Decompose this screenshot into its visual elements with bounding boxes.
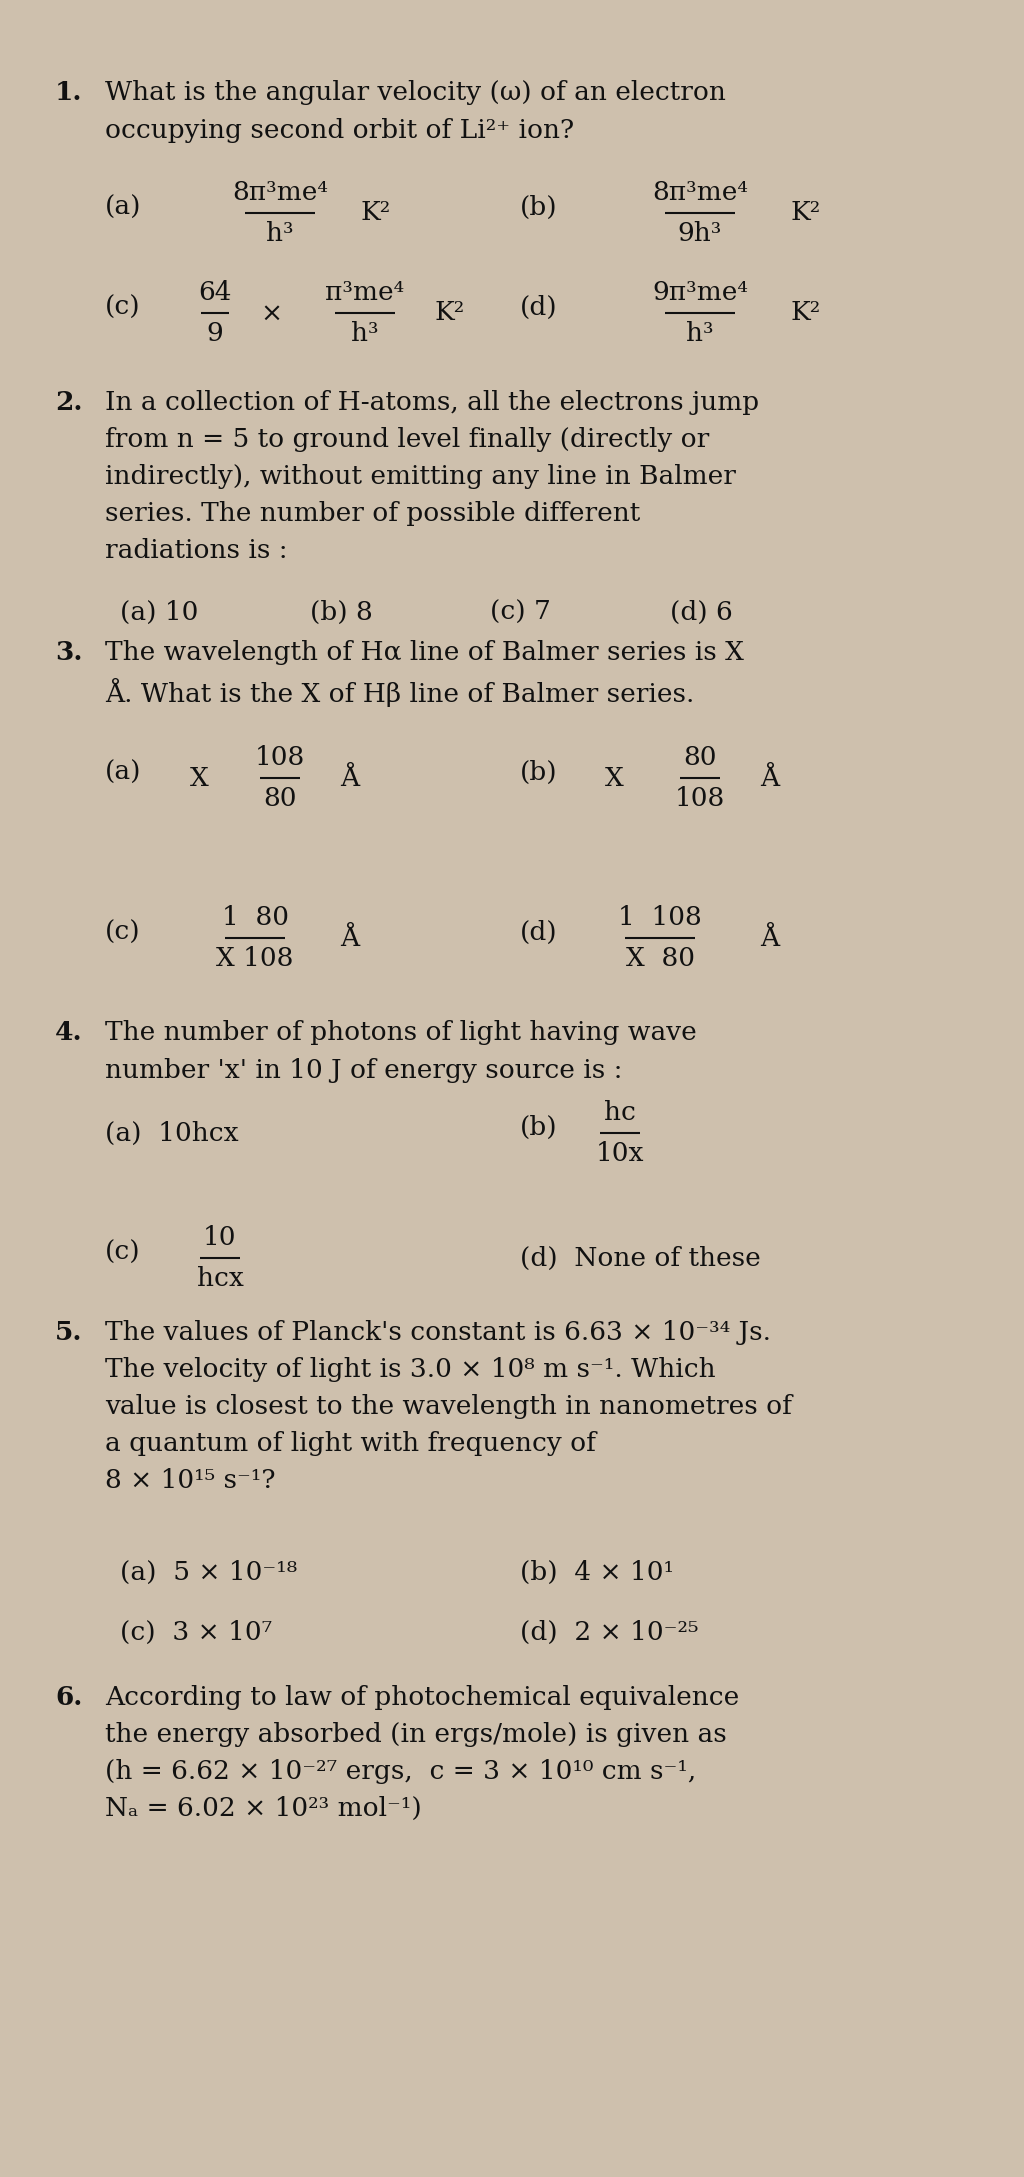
Text: 9π³me⁴: 9π³me⁴ [652,281,748,305]
Text: 1  80: 1 80 [221,906,289,930]
Text: Nₐ = 6.02 × 10²³ mol⁻¹): Nₐ = 6.02 × 10²³ mol⁻¹) [105,1796,422,1820]
Text: number 'x' in 10 J of energy source is :: number 'x' in 10 J of energy source is : [105,1058,623,1082]
Text: (a)  10hcx: (a) 10hcx [105,1121,239,1145]
Text: K²: K² [790,200,820,226]
Text: occupying second orbit of Li²⁺ ion?: occupying second orbit of Li²⁺ ion? [105,118,574,144]
Text: X: X [190,766,209,790]
Text: 108: 108 [675,786,725,812]
Text: 1.: 1. [55,81,83,104]
Text: (d): (d) [520,921,558,945]
Text: (b)  4 × 10¹: (b) 4 × 10¹ [520,1561,674,1585]
Text: 4.: 4. [55,1021,83,1045]
Text: 9h³: 9h³ [678,222,722,246]
Text: radiations is :: radiations is : [105,538,288,564]
Text: In a collection of H-atoms, all the electrons jump: In a collection of H-atoms, all the elec… [105,390,759,416]
Text: (c)  3 × 10⁷: (c) 3 × 10⁷ [120,1620,272,1646]
Text: 80: 80 [263,786,297,812]
Text: K²: K² [360,200,390,226]
Text: (b): (b) [520,196,558,220]
Text: (b) 8: (b) 8 [310,601,373,625]
Text: 6.: 6. [55,1685,82,1709]
Text: a quantum of light with frequency of: a quantum of light with frequency of [105,1430,596,1456]
Text: 2.: 2. [55,390,83,416]
Text: According to law of photochemical equivalence: According to law of photochemical equiva… [105,1685,739,1709]
Text: (h = 6.62 × 10⁻²⁷ ergs,  c = 3 × 10¹⁰ cm s⁻¹,: (h = 6.62 × 10⁻²⁷ ergs, c = 3 × 10¹⁰ cm … [105,1759,696,1783]
Text: 64: 64 [199,281,231,305]
Text: 9: 9 [207,320,223,346]
Text: (c) 7: (c) 7 [490,601,551,625]
Text: (a)  5 × 10⁻¹⁸: (a) 5 × 10⁻¹⁸ [120,1561,297,1585]
Text: (d) 6: (d) 6 [670,601,733,625]
Text: (b): (b) [520,1115,558,1141]
Text: (c): (c) [105,296,140,320]
Text: 80: 80 [683,745,717,771]
Text: 10x: 10x [596,1141,644,1167]
Text: The velocity of light is 3.0 × 10⁸ m s⁻¹. Which: The velocity of light is 3.0 × 10⁸ m s⁻¹… [105,1356,716,1382]
Text: the energy absorbed (in ergs/mole) is given as: the energy absorbed (in ergs/mole) is gi… [105,1722,727,1746]
Text: X  80: X 80 [626,947,694,971]
Text: (a) 10: (a) 10 [120,601,199,625]
Text: h³: h³ [686,320,714,346]
Text: K²: K² [435,300,465,327]
Text: value is closest to the wavelength in nanometres of: value is closest to the wavelength in na… [105,1393,792,1419]
Text: (a): (a) [105,196,141,220]
Text: ×: × [260,300,283,327]
Text: 108: 108 [255,745,305,771]
Text: Å: Å [340,766,359,790]
Text: 10: 10 [203,1226,237,1250]
Text: 1  108: 1 108 [618,906,701,930]
Text: The values of Planck's constant is 6.63 × 10⁻³⁴ Js.: The values of Planck's constant is 6.63 … [105,1319,771,1345]
Text: X: X [605,766,624,790]
Text: indirectly), without emitting any line in Balmer: indirectly), without emitting any line i… [105,464,736,490]
Text: h³: h³ [266,222,294,246]
Text: h³: h³ [351,320,379,346]
Text: π³me⁴: π³me⁴ [326,281,404,305]
Text: 5.: 5. [55,1319,83,1345]
Text: hc: hc [604,1099,636,1126]
Text: Å: Å [760,766,779,790]
Text: series. The number of possible different: series. The number of possible different [105,501,640,527]
Text: (b): (b) [520,760,558,786]
Text: X 108: X 108 [216,947,294,971]
Text: 3.: 3. [55,640,83,664]
Text: K²: K² [790,300,820,327]
Text: (a): (a) [105,760,141,786]
Text: hcx: hcx [197,1267,244,1291]
Text: What is the angular velocity (ω) of an electron: What is the angular velocity (ω) of an e… [105,81,726,104]
Text: (d)  None of these: (d) None of these [520,1245,761,1271]
Text: 8π³me⁴: 8π³me⁴ [652,181,748,205]
Text: 8π³me⁴: 8π³me⁴ [232,181,328,205]
Text: The number of photons of light having wave: The number of photons of light having wa… [105,1021,696,1045]
Text: 8 × 10¹⁵ s⁻¹?: 8 × 10¹⁵ s⁻¹? [105,1467,275,1493]
Text: The wavelength of Hα line of Balmer series is X: The wavelength of Hα line of Balmer seri… [105,640,743,664]
Text: from n = 5 to ground level finally (directly or: from n = 5 to ground level finally (dire… [105,427,710,453]
Text: Å. What is the X of Hβ line of Balmer series.: Å. What is the X of Hβ line of Balmer se… [105,677,694,708]
Text: Å: Å [340,925,359,951]
Text: Å: Å [760,925,779,951]
Text: (d)  2 × 10⁻²⁵: (d) 2 × 10⁻²⁵ [520,1620,698,1646]
Text: (d): (d) [520,296,558,320]
Text: (c): (c) [105,921,140,945]
Text: (c): (c) [105,1241,140,1265]
